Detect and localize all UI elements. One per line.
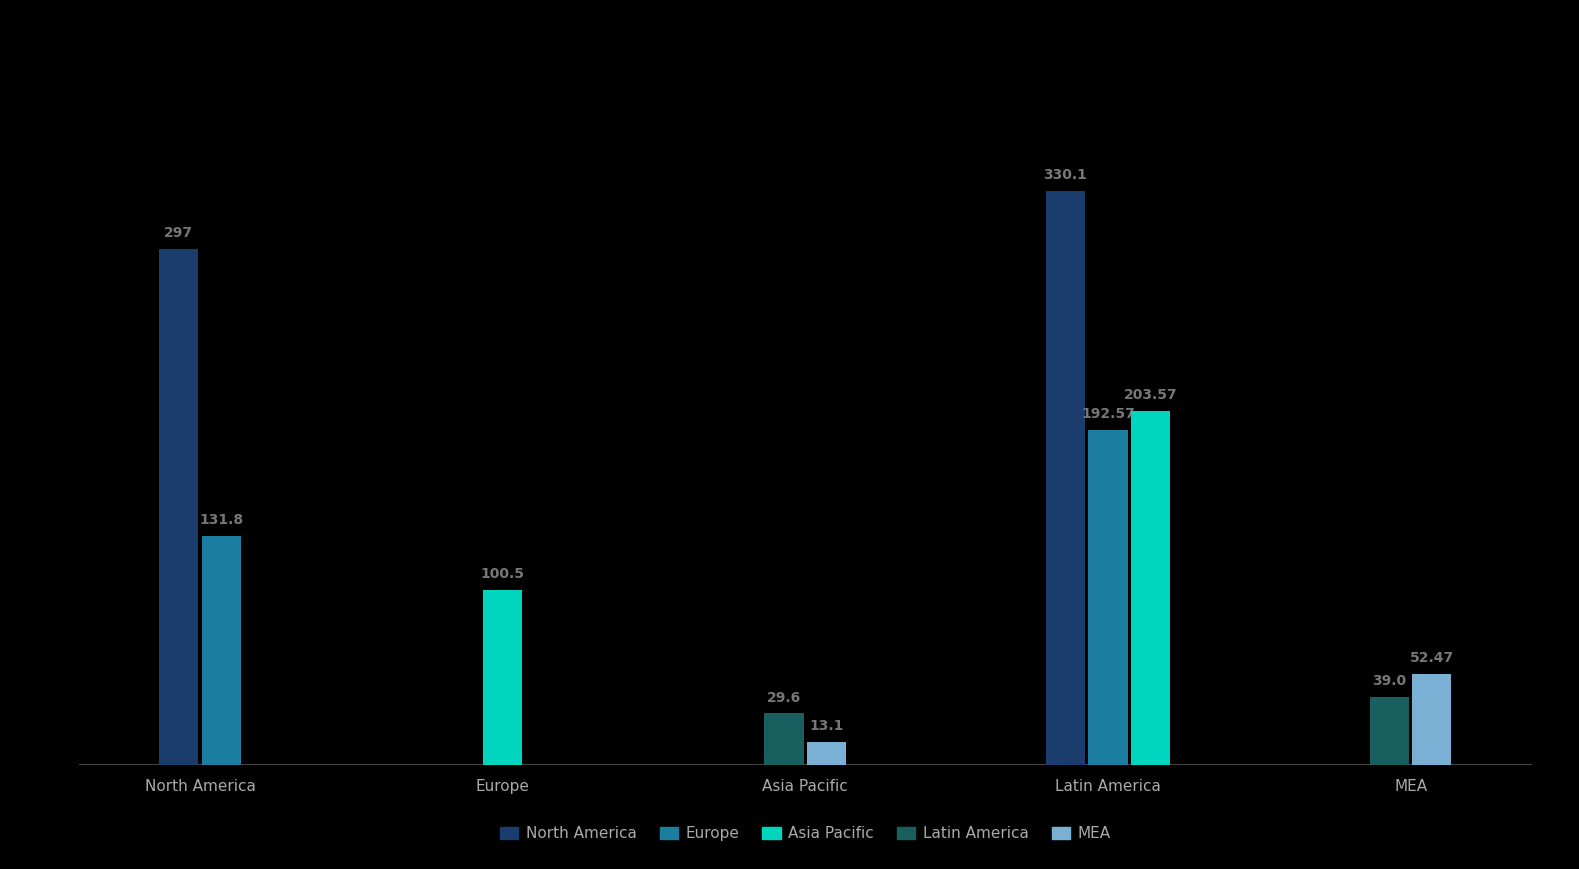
Text: 100.5: 100.5: [480, 567, 524, 581]
Bar: [483, 590, 523, 765]
Text: 39.0: 39.0: [1372, 674, 1407, 688]
Text: 330.1: 330.1: [1044, 169, 1088, 182]
Legend: North America, Europe, Asia Pacific, Latin America, MEA: North America, Europe, Asia Pacific, Lat…: [494, 820, 1116, 847]
Bar: [1088, 430, 1127, 765]
Text: 203.57: 203.57: [1124, 388, 1176, 402]
Text: 52.47: 52.47: [1410, 651, 1454, 665]
Text: 297: 297: [164, 226, 193, 240]
Text: 192.57: 192.57: [1082, 408, 1135, 421]
Bar: [807, 742, 846, 765]
Bar: [202, 535, 242, 765]
Bar: [159, 249, 199, 765]
Bar: [1131, 411, 1170, 765]
Bar: [1045, 191, 1085, 765]
Text: 13.1: 13.1: [810, 720, 843, 733]
Bar: [1412, 673, 1451, 765]
Text: 29.6: 29.6: [767, 691, 801, 705]
Text: 131.8: 131.8: [199, 513, 243, 527]
Bar: [764, 713, 804, 765]
Bar: [1369, 697, 1408, 765]
